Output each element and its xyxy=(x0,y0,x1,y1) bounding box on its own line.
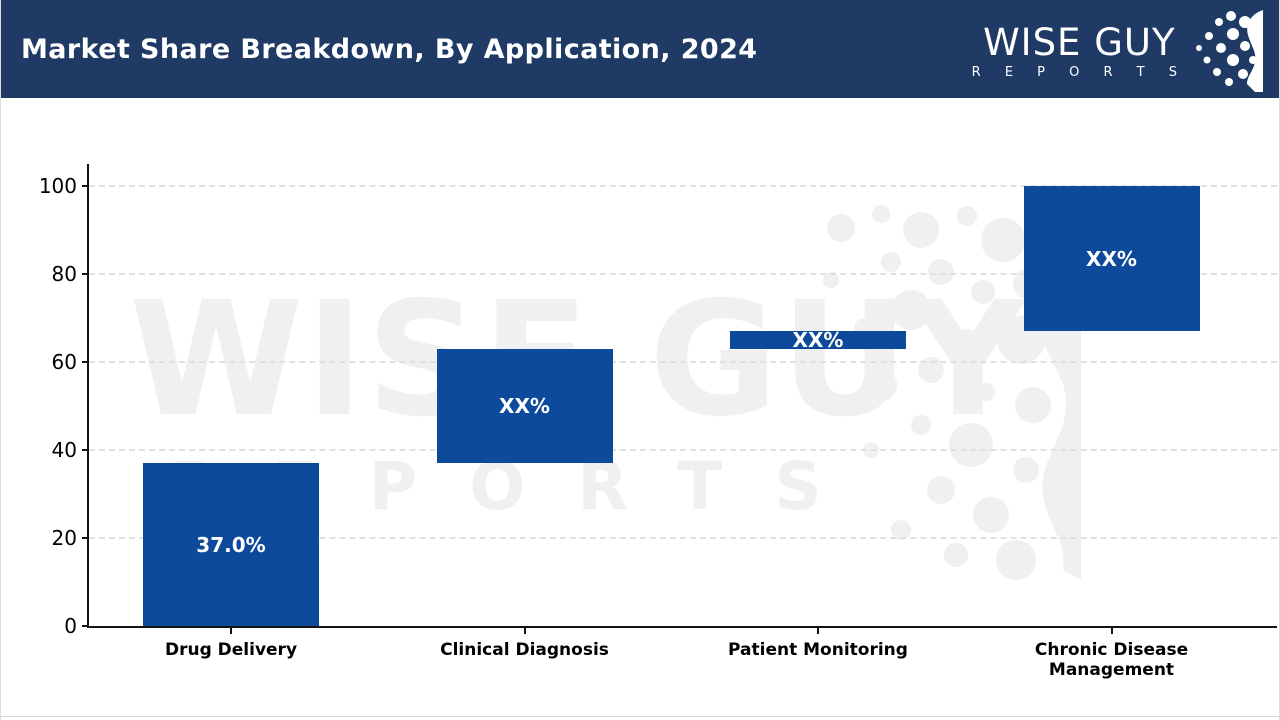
x-axis-spine xyxy=(87,626,1277,628)
x-tick-mark xyxy=(230,628,232,634)
bar-chronic-disease-management: XX% xyxy=(1023,186,1200,332)
y-axis-tick-label: 100 xyxy=(38,174,77,198)
bar-clinical-diagnosis: XX% xyxy=(436,348,613,464)
logo-face-icon xyxy=(1196,10,1263,92)
y-tick-mark xyxy=(82,449,89,451)
logo-wiseguy-text: WISE GUY xyxy=(983,20,1176,64)
y-axis-tick-label: 80 xyxy=(51,262,77,286)
y-tick-mark xyxy=(82,537,89,539)
gridline-y-60 xyxy=(89,361,1277,363)
wise-guy-logo: WISE GUY R E P O R T S xyxy=(972,8,1263,92)
y-tick-mark xyxy=(82,273,89,275)
gridline-y-20 xyxy=(89,537,1277,539)
bar-drug-delivery: 37.0% xyxy=(143,463,319,626)
y-axis-tick-label: 20 xyxy=(51,526,77,550)
bar-value-label: 37.0% xyxy=(196,532,266,557)
bar-value-label: XX% xyxy=(1086,246,1137,271)
x-tick-mark xyxy=(817,628,819,634)
gridline-y-40 xyxy=(89,449,1277,451)
bar-value-label: XX% xyxy=(499,393,550,418)
y-tick-mark xyxy=(82,185,89,187)
figure-border-bottom xyxy=(1,716,1279,717)
y-tick-mark xyxy=(82,625,89,627)
gridline-y-100 xyxy=(89,185,1277,187)
x-axis-category-label: Patient Monitoring xyxy=(728,640,908,660)
x-tick-mark xyxy=(523,628,526,634)
x-axis-category-label: Chronic Disease Management xyxy=(1034,640,1189,680)
gridline-y-80 xyxy=(89,273,1277,275)
y-tick-mark xyxy=(82,361,89,363)
y-axis-tick-label: 40 xyxy=(51,438,77,462)
bar-patient-monitoring: XX% xyxy=(730,327,906,352)
x-axis-category-label: Clinical Diagnosis xyxy=(440,640,609,660)
y-axis-tick-label: 0 xyxy=(64,614,77,638)
logo-reports-text: R E P O R T S xyxy=(971,64,1187,80)
y-axis-spine xyxy=(87,164,89,628)
bar-value-label: XX% xyxy=(792,327,844,352)
y-axis-tick-label: 60 xyxy=(51,350,77,374)
chart-title: Market Share Breakdown, By Application, … xyxy=(21,33,758,65)
logo-text: WISE GUY R E P O R T S xyxy=(972,21,1187,80)
x-axis-category-label: Drug Delivery xyxy=(164,640,298,660)
header-bar: Market Share Breakdown, By Application, … xyxy=(1,0,1279,98)
x-tick-mark xyxy=(1110,628,1113,634)
